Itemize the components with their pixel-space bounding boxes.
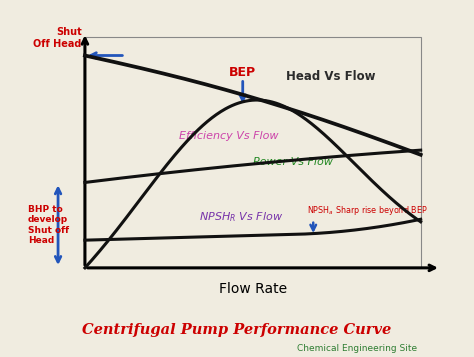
Text: Chemical Engineering Site: Chemical Engineering Site [297,344,417,353]
Bar [85,37,421,268]
Text: BEP: BEP [229,66,256,79]
Text: Efficiency Vs Flow: Efficiency Vs Flow [179,131,278,141]
Text: Shut
Off Head: Shut Off Head [33,27,82,49]
Text: NPSH$_R$ Vs Flow: NPSH$_R$ Vs Flow [199,210,283,224]
Text: Centrifugal Pump Performance Curve: Centrifugal Pump Performance Curve [82,323,392,337]
Text: Power Vs Flow: Power Vs Flow [253,157,333,167]
Text: BHP to
develop
Shut off
Head: BHP to develop Shut off Head [28,205,69,245]
Text: Flow Rate: Flow Rate [219,282,287,296]
Text: Head Vs Flow: Head Vs Flow [286,70,376,83]
Text: NPSH$_a$ Sharp rise beyond BEP: NPSH$_a$ Sharp rise beyond BEP [307,205,427,217]
